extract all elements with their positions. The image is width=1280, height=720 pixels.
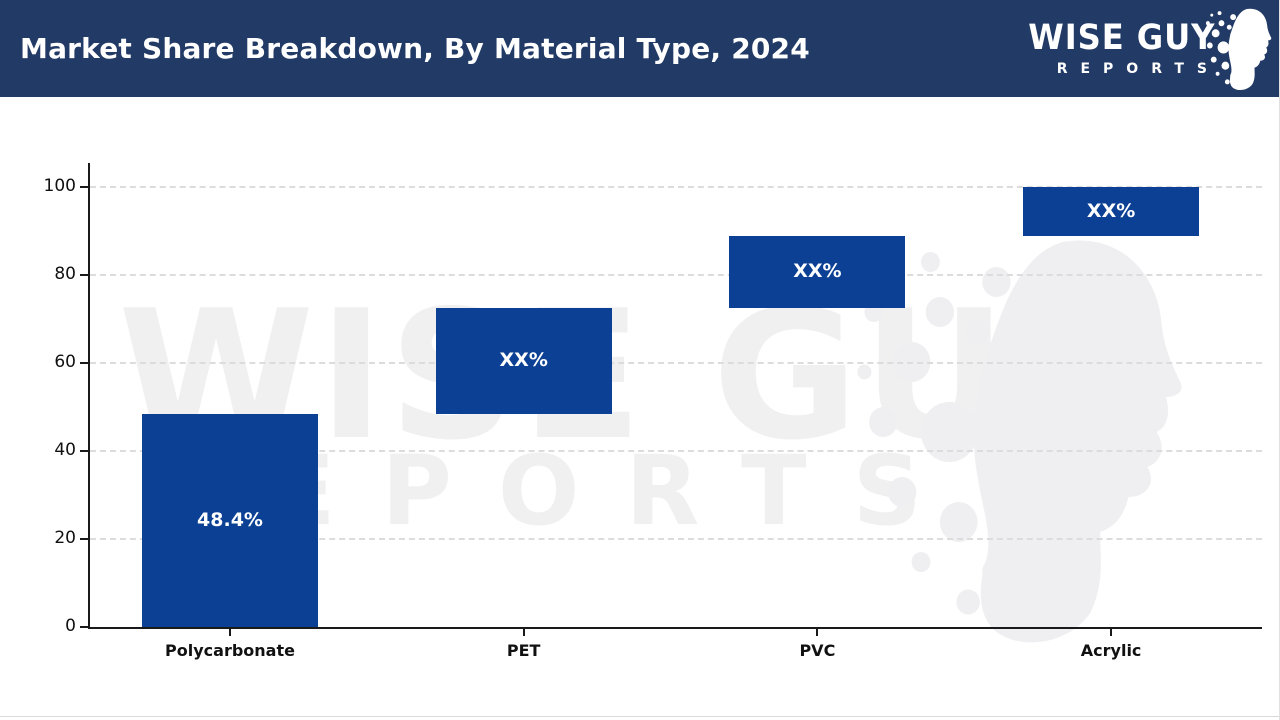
x-tick [1110,629,1113,636]
x-tick-label: Polycarbonate [165,641,295,660]
logo-reports-label: REPORTS [1056,61,1220,77]
y-tick-label: 20 [54,528,76,548]
bar [1023,187,1200,237]
bottom-border-line [0,716,1280,717]
logo-head-icon [1204,5,1272,92]
gridline [90,274,1262,276]
bar [729,236,906,308]
y-tick [80,626,88,628]
y-tick [80,362,88,364]
bar-value-label: XX% [793,259,842,282]
bar-value-label: XX% [499,348,548,371]
y-tick-label: 80 [54,264,76,284]
bar-value-label: XX% [1086,199,1136,222]
gridline [90,450,1262,452]
plot-area: 0 20 40 60 80 100 48.4% Polycarbonate XX% PET XX% P… [0,97,1280,720]
logo: WISE GUY REPORTS [1002,0,1272,97]
x-tick [522,629,525,636]
gridline [90,362,1262,364]
y-tick-label: 0 [65,616,76,636]
bar [435,307,612,415]
y-tick [80,450,88,452]
y-axis-spine [88,163,90,629]
y-tick [80,186,88,188]
y-tick [80,274,88,276]
bar [142,414,318,627]
x-tick [229,629,231,636]
gridline [90,186,1262,188]
y-tick-label: 100 [43,176,76,196]
x-tick-label: Acrylic [1080,641,1142,660]
x-axis-spine [88,627,1262,629]
x-tick-label: PVC [799,641,836,660]
chart-card: WISE GUY REPORTS 0 20 40 60 80 100 48.4% Polyca… [0,97,1280,720]
y-tick [80,538,88,540]
bar-value-label: 48.4% [197,508,263,531]
gridline [90,538,1262,540]
y-tick-label: 40 [54,440,76,460]
header: Market Share Breakdown, By Material Type… [0,0,1280,97]
logo-wordmark: WISE GUY [1027,18,1215,58]
page-title: Market Share Breakdown, By Material Type… [20,32,810,65]
x-tick [816,629,819,636]
y-tick-label: 60 [54,352,76,372]
x-tick-label: PET [506,641,541,660]
